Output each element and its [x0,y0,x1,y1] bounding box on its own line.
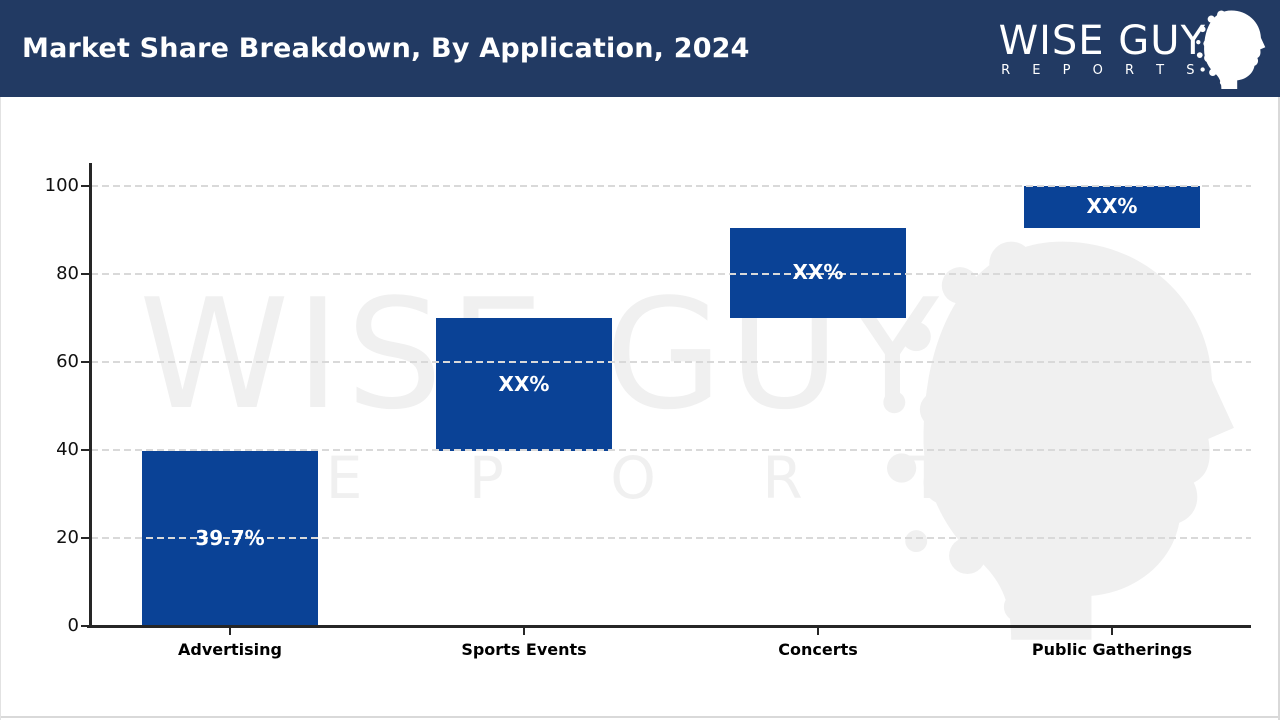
bar [1024,186,1200,228]
watermark-head-icon [869,227,1241,647]
y-tick-label: 80 [56,263,79,284]
y-tick-label: 100 [44,175,79,196]
brand-logo: WISE GUY R E P O R T S [999,7,1266,91]
gridline [91,449,1251,451]
bar-value-label: XX% [792,259,844,284]
head-profile-icon [1194,7,1266,91]
header-banner: Market Share Breakdown, By Application, … [0,0,1280,97]
bar-value-label: 39.7% [195,525,265,550]
watermark-line2: R E P O R T S [179,444,1132,512]
bar [730,227,906,318]
y-tick [81,361,89,363]
y-tick [81,537,89,539]
logo-line1: WISE GUY [998,17,1206,64]
x-tick [229,628,231,635]
logo-line2: R E P O R T S [1001,62,1204,78]
logo-wordmark: WISE GUY R E P O R T S [999,21,1206,77]
category-label: Advertising [178,640,282,659]
x-axis-line [87,625,1251,628]
bar-value-label: XX% [1086,193,1138,218]
gridline [91,185,1251,187]
y-tick-label: 20 [56,527,79,548]
y-axis-line [89,163,92,628]
x-tick [817,628,819,635]
bottom-edge-line [1,716,1278,718]
gridline [91,361,1251,363]
x-tick [523,628,525,635]
y-tick [81,625,89,627]
y-tick [81,185,89,187]
category-label: Public Gatherings [1031,640,1193,659]
y-tick [81,273,89,275]
x-tick [1111,628,1113,635]
y-tick-label: 40 [56,439,79,460]
category-label: Concerts [778,640,858,659]
bar [436,318,612,452]
gridline [91,273,1251,275]
y-tick-label: 60 [56,351,79,372]
y-tick-label: 0 [67,615,79,636]
page-title: Market Share Breakdown, By Application, … [22,33,750,64]
gridline [91,537,1251,539]
category-label: Sports Events [461,640,587,659]
chart-area: WISE GUY R E P O R T S 0 20 40 60 80 100 39.7%… [0,97,1280,720]
bar-value-label: XX% [498,371,550,396]
y-tick [81,449,89,451]
